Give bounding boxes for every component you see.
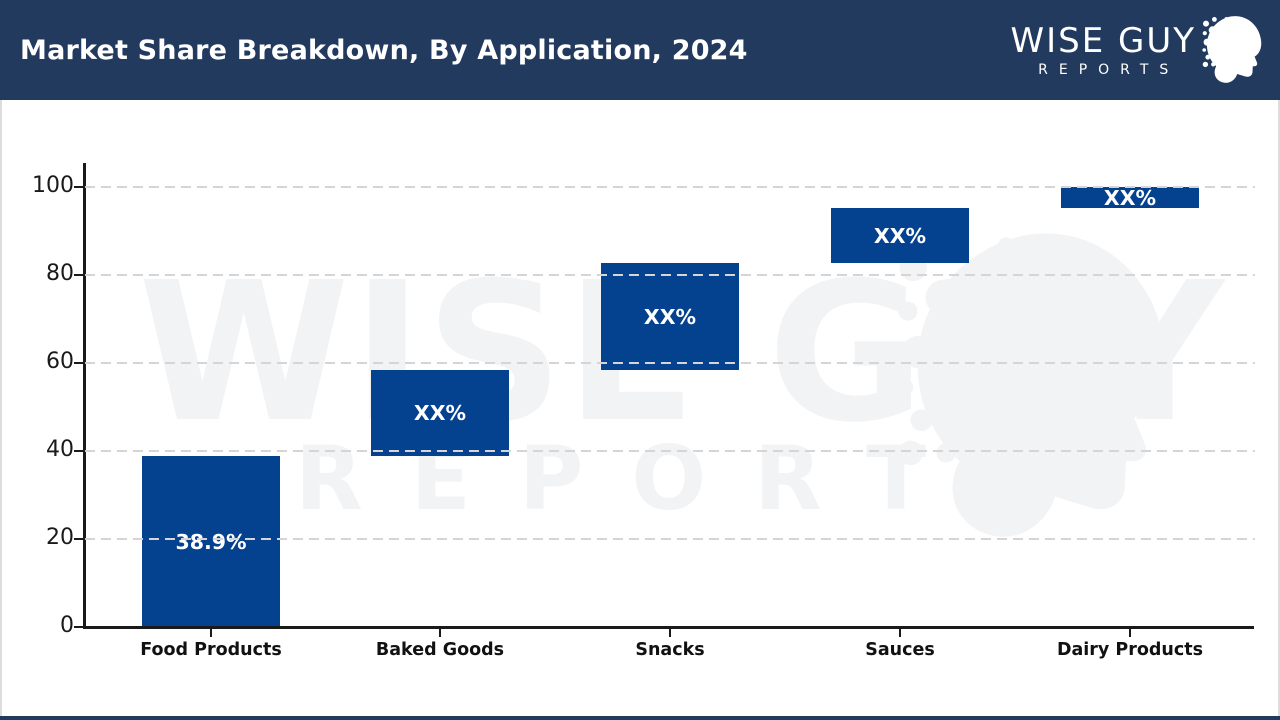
logo-text: WISE GUY REPORTS — [1010, 24, 1196, 77]
logo-wordmark: WISE GUY — [1010, 20, 1196, 61]
wise-guy-reports-logo: WISE GUY REPORTS — [1010, 6, 1266, 94]
bar-segment: XX% — [601, 263, 739, 370]
y-tick-label: 60 — [46, 349, 74, 374]
y-tick-label: 20 — [46, 525, 74, 550]
page-title: Market Share Breakdown, By Application, … — [20, 34, 748, 66]
x-tick-label: Dairy Products — [1056, 640, 1204, 660]
y-tick-label: 80 — [46, 261, 74, 286]
x-tick-label: Snacks — [635, 640, 705, 660]
x-tick-mark — [210, 629, 212, 637]
y-tick-mark — [74, 450, 83, 452]
x-tick-mark — [1129, 629, 1131, 637]
y-tick-label: 0 — [60, 613, 74, 638]
grid-line — [85, 450, 1255, 452]
grid-line — [85, 274, 1255, 276]
bar-segment: XX% — [1061, 185, 1199, 210]
bar-value-label: XX% — [413, 401, 467, 425]
x-tick-label: Baked Goods — [375, 640, 505, 660]
chart-canvas — [0, 100, 1280, 716]
bar-segment: XX% — [371, 370, 509, 456]
x-tick-label: Food Products — [140, 640, 282, 660]
footer-accent-strip — [0, 716, 1280, 720]
y-tick-mark — [74, 274, 83, 276]
bar-segment: 38.9% — [142, 456, 280, 627]
y-tick-mark — [74, 626, 83, 628]
bar-segment: XX% — [831, 208, 969, 263]
x-tick-mark — [899, 629, 901, 637]
dotted-face-logo-icon — [1200, 12, 1266, 88]
x-tick-label: Sauces — [865, 640, 935, 660]
y-tick-mark — [74, 362, 83, 364]
x-tick-mark — [669, 629, 671, 637]
bar-value-label: XX% — [1103, 185, 1157, 210]
y-tick-mark — [74, 186, 83, 188]
grid-line — [85, 538, 1255, 540]
x-axis-line — [83, 626, 1254, 629]
x-tick-mark — [439, 629, 441, 637]
logo-subtext: REPORTS — [1038, 61, 1180, 78]
bar-value-label: XX% — [873, 223, 927, 248]
bar-value-label: XX% — [643, 304, 697, 329]
y-tick-mark — [74, 538, 83, 540]
y-axis-line — [83, 163, 86, 629]
header-bar: Market Share Breakdown, By Application, … — [0, 0, 1280, 100]
y-tick-label: 100 — [32, 173, 74, 198]
grid-line — [85, 186, 1255, 188]
grid-line — [85, 362, 1255, 364]
bar-value-label: 38.9% — [175, 529, 247, 554]
y-tick-label: 40 — [46, 437, 74, 462]
